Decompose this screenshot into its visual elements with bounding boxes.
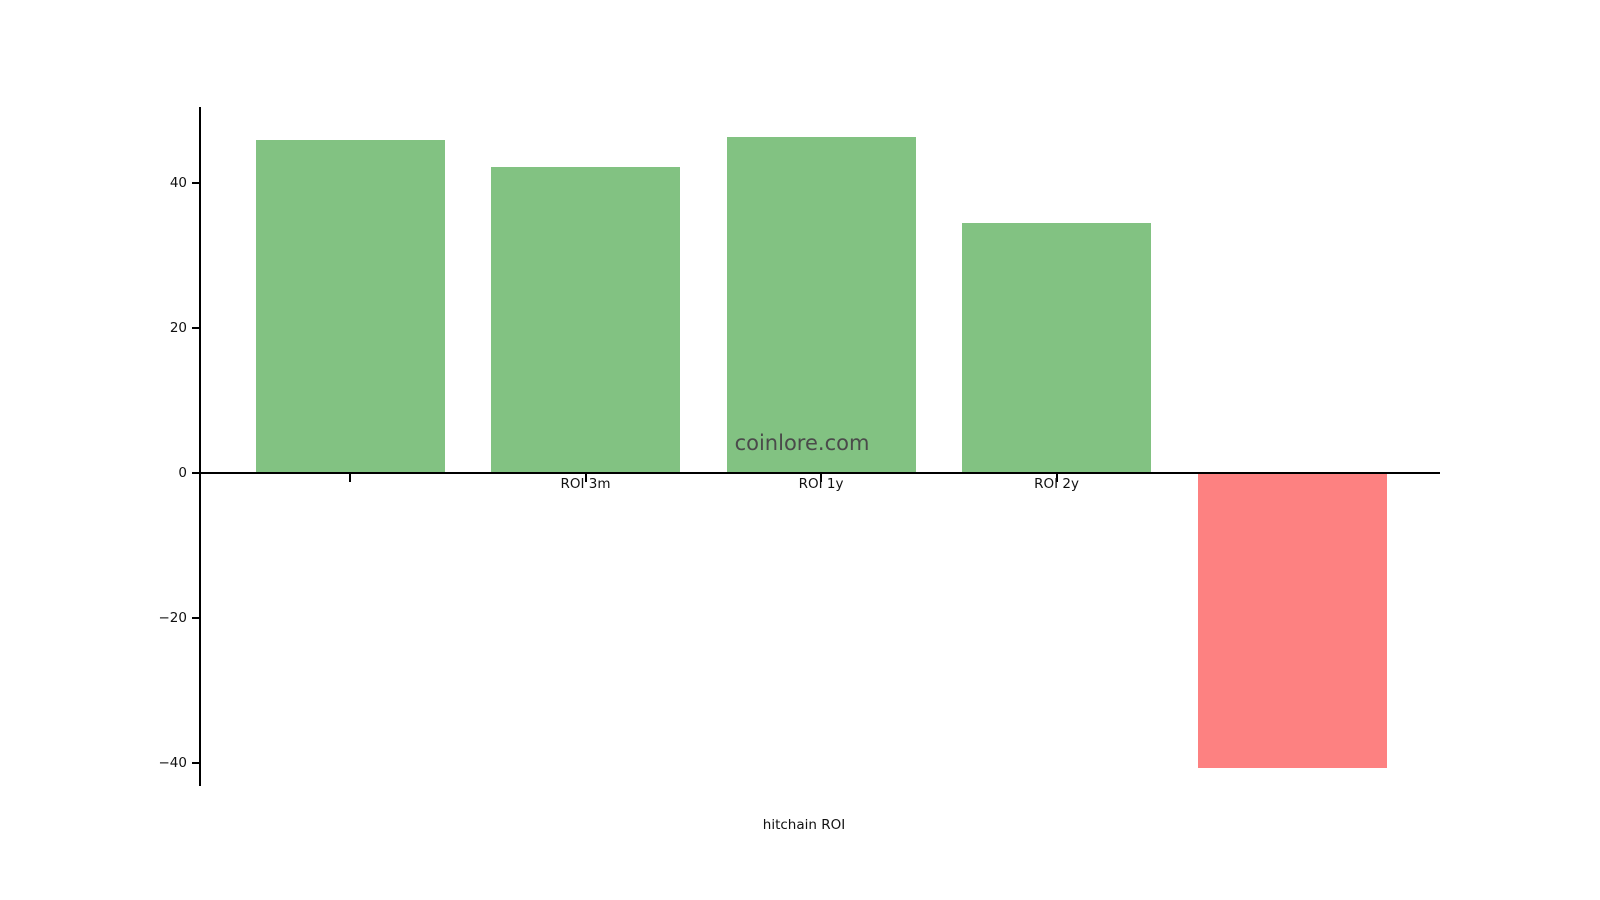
bar-roi-2y xyxy=(962,222,1151,473)
y-tick-mark xyxy=(192,327,200,329)
bar-roi-3m xyxy=(491,167,680,473)
y-tick-label: 40 xyxy=(169,175,187,191)
y-tick-label: 20 xyxy=(169,320,187,336)
y-tick-mark xyxy=(192,617,200,619)
x-tick-label-roi-1y: ROI 1y xyxy=(798,476,844,492)
x-axis-line xyxy=(200,472,1440,474)
y-tick-label: −40 xyxy=(158,755,188,771)
x-tick-mark xyxy=(349,473,351,482)
x-tick-mark xyxy=(820,473,822,482)
y-axis-spine xyxy=(199,107,201,786)
bar-unlabeled-1 xyxy=(255,139,445,473)
chart-x-axis-title: hitchain ROI xyxy=(762,817,846,833)
y-tick-mark xyxy=(192,472,200,474)
x-tick-label-roi-3m: ROI 3m xyxy=(560,476,611,492)
x-tick-mark xyxy=(584,473,587,482)
bar-roi-1y xyxy=(726,137,916,473)
y-tick-mark xyxy=(192,182,200,184)
y-tick-label: −20 xyxy=(158,610,188,626)
y-tick-label: 0 xyxy=(178,465,187,481)
bar-unlabeled-5 xyxy=(1197,473,1387,769)
x-tick-mark xyxy=(1055,473,1058,482)
x-tick-label-roi-2y: ROI 2y xyxy=(1034,476,1079,492)
watermark-text: coinlore.com xyxy=(734,431,870,455)
y-tick-mark xyxy=(192,762,200,764)
